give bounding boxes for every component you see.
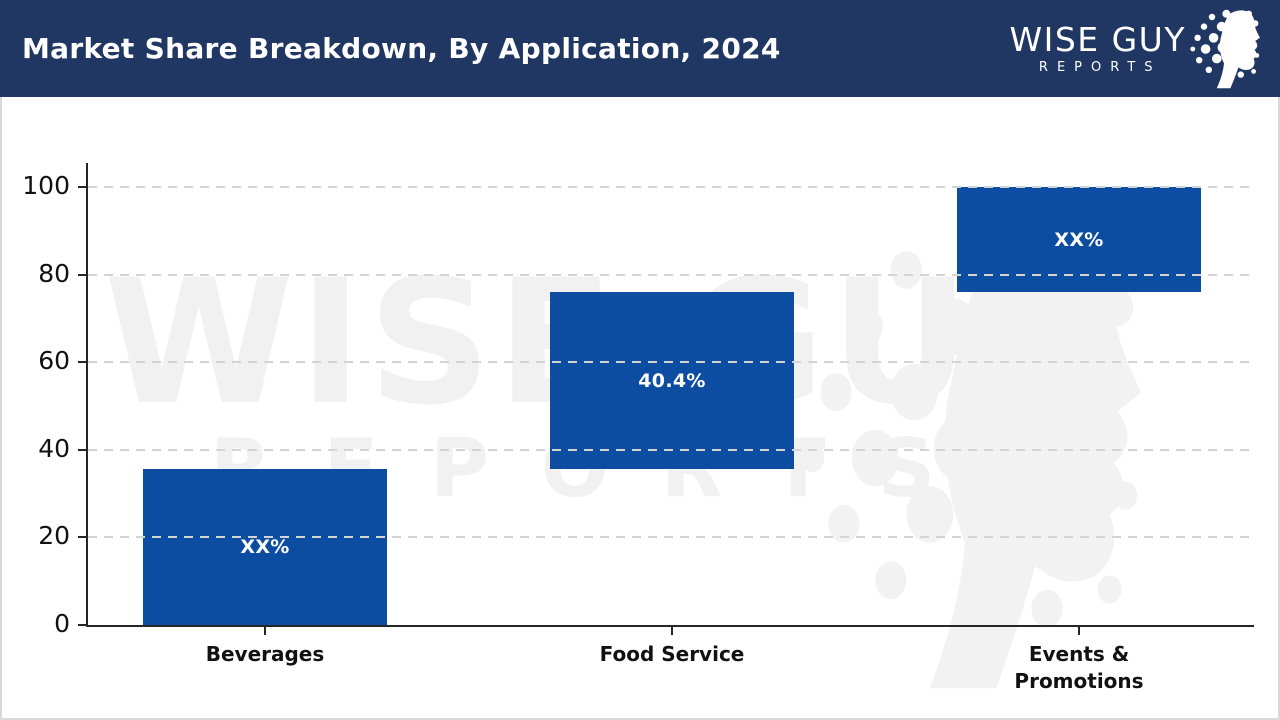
bar-value-label: XX% xyxy=(240,536,290,559)
gridline-60 xyxy=(88,361,1254,364)
logo-wordmark: WISE GUY xyxy=(1009,20,1186,59)
y-tick-label: 60 xyxy=(38,346,70,376)
x-tick-mark xyxy=(264,627,266,635)
gridline-20 xyxy=(88,536,1254,539)
y-tick-mark xyxy=(78,273,86,276)
bar-value-label: 40.4% xyxy=(638,369,706,392)
y-tick-label: 20 xyxy=(38,521,70,551)
x-axis-label-line: Events & xyxy=(1028,642,1130,666)
bar-beverages: XX% xyxy=(143,469,387,625)
wise-guy-reports-logo: WISE GUY REPORTS xyxy=(1009,7,1268,91)
y-tick-mark xyxy=(78,361,86,364)
y-tick-label: 0 xyxy=(54,609,70,638)
x-axis-label-line: Food Service xyxy=(599,642,745,666)
y-tick-mark xyxy=(78,624,86,626)
plot-area: 0 20 40 60 80 100 XX% Beverages 40.4% Food Servic… xyxy=(2,97,1278,718)
bar-food-service: 40.4% xyxy=(550,292,794,470)
gridline-80 xyxy=(88,273,1254,276)
y-axis-line xyxy=(86,163,88,627)
chart-title: Market Share Breakdown, By Application, … xyxy=(22,32,781,65)
y-tick-label: 80 xyxy=(38,258,70,288)
y-tick-label: 40 xyxy=(38,433,70,463)
x-tick-mark xyxy=(671,627,673,635)
x-axis-label-food-service: Food Service xyxy=(522,641,822,668)
x-axis-label-line: Promotions xyxy=(1014,669,1144,693)
x-axis-label-events-promotions: Events & Promotions xyxy=(929,641,1229,695)
y-tick-mark xyxy=(78,536,86,539)
logo-text: WISE GUY REPORTS xyxy=(1009,23,1186,74)
gridline-40 xyxy=(88,448,1254,451)
logo-face-icon xyxy=(1190,9,1260,88)
gridline-100 xyxy=(88,186,1254,188)
x-axis-label-line: Beverages xyxy=(205,642,325,666)
chart-canvas: WISE GUY REPORTS 020406080100XX%Beverage… xyxy=(0,97,1280,720)
bar-events-promotions: XX% xyxy=(957,187,1201,293)
bar-value-label: XX% xyxy=(1054,228,1104,251)
x-tick-mark xyxy=(1078,627,1080,635)
x-axis-line xyxy=(86,625,1254,627)
x-axis-label-beverages: Beverages xyxy=(115,641,415,668)
y-tick-mark xyxy=(78,448,86,451)
y-tick-label: 100 xyxy=(22,171,70,200)
y-tick-mark xyxy=(78,186,86,188)
logo-subtitle: REPORTS xyxy=(1038,60,1162,75)
header-bar: Market Share Breakdown, By Application, … xyxy=(0,0,1280,97)
